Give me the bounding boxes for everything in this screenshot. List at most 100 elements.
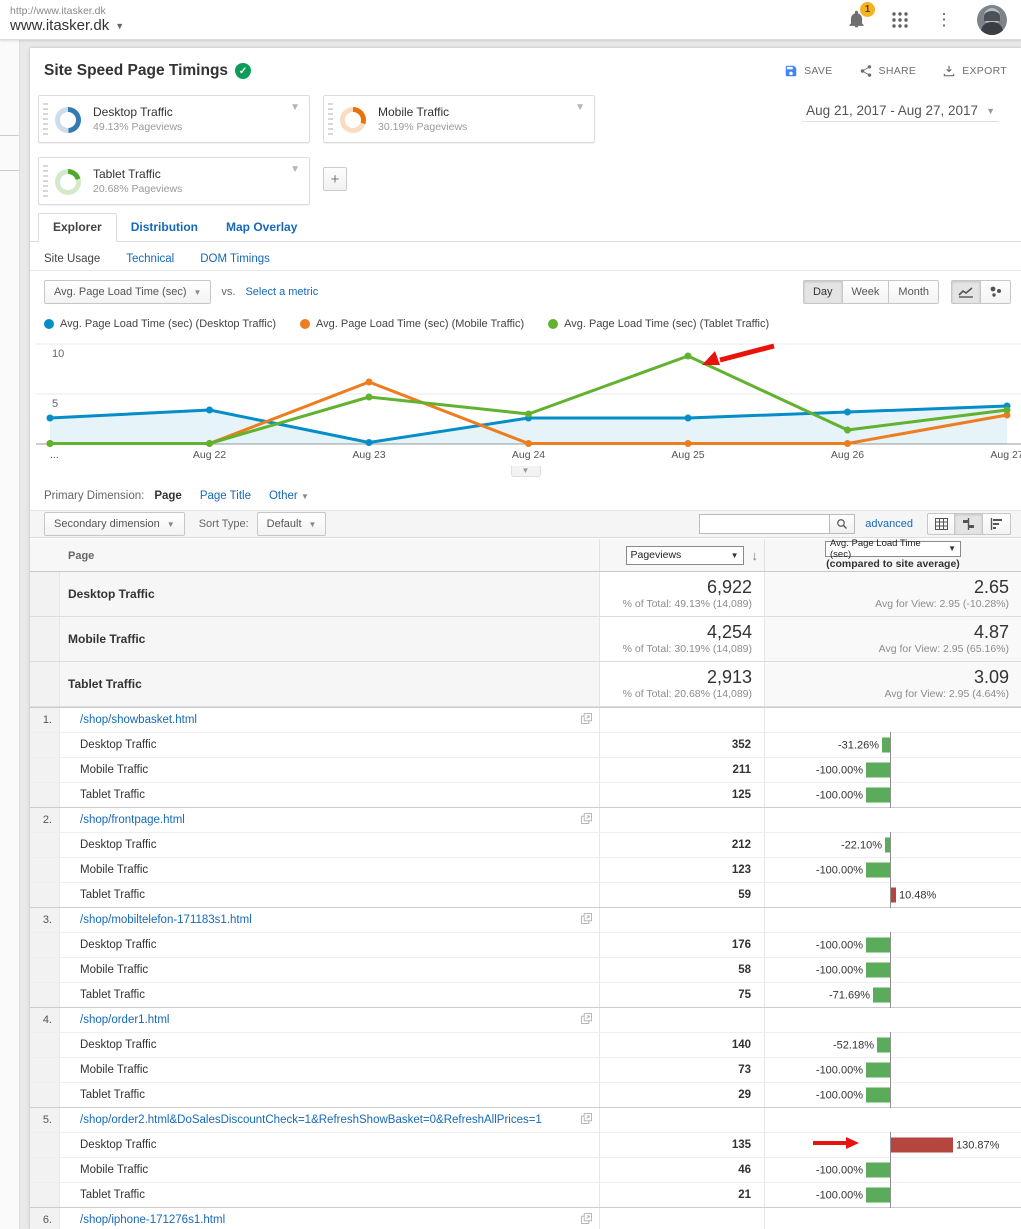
chart-expander-button[interactable]: ▼ bbox=[510, 466, 541, 477]
pageviews-column-dropdown[interactable]: Pageviews ▼ bbox=[625, 545, 744, 565]
open-page-button[interactable] bbox=[581, 713, 592, 727]
pageviews-value: 176 bbox=[600, 933, 765, 957]
bar-axis bbox=[890, 982, 891, 1008]
segment-entry-label: Tablet Traffic bbox=[60, 883, 600, 907]
granularity-month[interactable]: Month bbox=[889, 280, 939, 304]
legend-item-mobile[interactable]: Avg. Page Load Time (sec) (Mobile Traffi… bbox=[300, 318, 524, 330]
chevron-down-icon[interactable]: ▼ bbox=[290, 164, 300, 175]
legend-label: Avg. Page Load Time (sec) (Tablet Traffi… bbox=[564, 318, 770, 330]
segment-card-desktop[interactable]: Desktop Traffic 49.13% Pageviews ▼ bbox=[38, 95, 310, 143]
drag-handle-icon[interactable] bbox=[328, 103, 333, 135]
pageviews-cell-empty bbox=[600, 708, 765, 732]
bar-cell-empty bbox=[765, 908, 1021, 932]
pageviews-value: 135 bbox=[600, 1133, 765, 1157]
chevron-down-icon[interactable]: ▼ bbox=[575, 102, 585, 113]
table-row: 3. /shop/mobiltelefon-171183s1.html bbox=[30, 907, 1021, 932]
table-search-button[interactable] bbox=[829, 514, 856, 534]
delta-bar-group: -100.00% bbox=[816, 937, 890, 953]
delta-bar-cell: -100.00% bbox=[765, 1157, 1021, 1183]
collapsed-sidebar[interactable] bbox=[0, 40, 20, 1229]
metric-dropdown[interactable]: Avg. Page Load Time (sec) ▼ bbox=[44, 280, 212, 304]
tab-map-overlay[interactable]: Map Overlay bbox=[226, 220, 298, 234]
page-link[interactable]: /shop/order2.html&DoSalesDiscountCheck=1… bbox=[80, 1114, 542, 1126]
topbar: http://www.itasker.dk www.itasker.dk ▼ 1… bbox=[0, 0, 1021, 40]
delta-value: 130.87% bbox=[956, 1139, 1000, 1151]
dimension-page-title[interactable]: Page Title bbox=[199, 490, 251, 502]
open-page-button[interactable] bbox=[581, 1113, 592, 1127]
account-selector[interactable]: www.itasker.dk ▼ bbox=[10, 17, 124, 34]
column-header-page[interactable]: Page bbox=[30, 539, 600, 571]
save-button[interactable]: SAVE bbox=[784, 64, 832, 78]
more-menu-button[interactable]: ⋮ bbox=[935, 9, 953, 29]
comparison-view-button[interactable] bbox=[955, 513, 983, 535]
subtab-dom-timings[interactable]: DOM Timings bbox=[200, 252, 270, 265]
table-search-input[interactable] bbox=[699, 514, 830, 534]
metric-column-dropdown[interactable]: Avg. Page Load Time (sec) ▼ bbox=[825, 538, 961, 560]
open-page-button[interactable] bbox=[581, 1013, 592, 1027]
delta-bar bbox=[866, 962, 890, 978]
page-link[interactable]: /shop/order1.html bbox=[80, 1014, 170, 1026]
share-button[interactable]: SHARE bbox=[859, 64, 917, 78]
bar-cell-empty bbox=[765, 1008, 1021, 1032]
delta-bar-cell: -100.00% bbox=[765, 1182, 1021, 1208]
dimension-page[interactable]: Page bbox=[154, 490, 182, 502]
page-link[interactable]: /shop/mobiltelefon-171183s1.html bbox=[80, 914, 252, 926]
summary-metric-avg: Avg for View: 2.95 (-10.28%) bbox=[875, 598, 1009, 610]
delta-bar bbox=[866, 937, 890, 953]
drag-handle-icon[interactable] bbox=[43, 165, 48, 197]
subtab-site-usage[interactable]: Site Usage bbox=[44, 252, 101, 265]
export-button[interactable]: EXPORT bbox=[942, 64, 1007, 78]
page-cell: /shop/iphone-171276s1.html bbox=[60, 1208, 600, 1229]
bar-axis bbox=[890, 1082, 891, 1108]
open-page-button[interactable] bbox=[581, 913, 592, 927]
notifications-button[interactable]: 1 bbox=[845, 1, 875, 31]
date-range-selector[interactable]: Aug 21, 2017 - Aug 27, 2017 ▼ bbox=[802, 103, 999, 122]
apps-grid-button[interactable] bbox=[889, 9, 911, 31]
add-segment-button[interactable]: + bbox=[323, 167, 347, 191]
sort-direction-icon[interactable]: ↓ bbox=[751, 547, 759, 563]
open-page-button[interactable] bbox=[581, 813, 592, 827]
legend-item-tablet[interactable]: Avg. Page Load Time (sec) (Tablet Traffi… bbox=[548, 318, 769, 330]
line-chart-view-button[interactable] bbox=[951, 280, 981, 304]
delta-bar-group: 130.87% bbox=[891, 1137, 1000, 1153]
sort-type-dropdown[interactable]: Default ▼ bbox=[256, 512, 327, 536]
select-metric-link[interactable]: Select a metric bbox=[245, 286, 319, 298]
page-link[interactable]: /shop/iphone-171276s1.html bbox=[80, 1214, 226, 1226]
sort-type-label: Sort Type: bbox=[198, 518, 249, 530]
chevron-down-icon[interactable]: ▼ bbox=[290, 102, 300, 113]
chart-controls: Avg. Page Load Time (sec) ▼ vs. Select a… bbox=[30, 278, 1021, 306]
motion-chart-view-button[interactable] bbox=[981, 280, 1011, 304]
advanced-filter-link[interactable]: advanced bbox=[865, 518, 913, 530]
table-row: 1. /shop/showbasket.html bbox=[30, 707, 1021, 732]
page-link[interactable]: /shop/showbasket.html bbox=[80, 714, 197, 726]
secondary-dimension-button[interactable]: Secondary dimension ▼ bbox=[44, 512, 185, 536]
page-cell: /shop/order1.html bbox=[60, 1008, 600, 1032]
summary-metric: 3.09 bbox=[973, 667, 1009, 687]
segment-card-mobile[interactable]: Mobile Traffic 30.19% Pageviews ▼ bbox=[323, 95, 595, 143]
chevron-down-icon: ▼ bbox=[115, 20, 125, 31]
segment-entry-label: Mobile Traffic bbox=[60, 1158, 600, 1182]
data-table-view-button[interactable] bbox=[927, 513, 955, 535]
avatar[interactable] bbox=[977, 4, 1007, 35]
dimension-other[interactable]: Other ▼ bbox=[269, 490, 309, 502]
performance-view-button[interactable] bbox=[983, 513, 1011, 535]
granularity-week[interactable]: Week bbox=[842, 280, 890, 304]
svg-text:...: ... bbox=[50, 449, 59, 461]
tab-distribution[interactable]: Distribution bbox=[130, 220, 199, 234]
annotation-arrow bbox=[813, 1136, 859, 1154]
page-link[interactable]: /shop/frontpage.html bbox=[80, 814, 185, 826]
open-page-button[interactable] bbox=[581, 1213, 592, 1227]
subtab-technical[interactable]: Technical bbox=[126, 252, 175, 265]
granularity-day[interactable]: Day bbox=[802, 280, 843, 304]
segment-card-tablet[interactable]: Tablet Traffic 20.68% Pageviews ▼ bbox=[38, 157, 310, 205]
row-number bbox=[30, 783, 60, 807]
tab-explorer[interactable]: Explorer bbox=[38, 213, 117, 242]
row-number bbox=[30, 758, 60, 782]
segment-entry-label: Mobile Traffic bbox=[60, 1058, 600, 1082]
segment-donut bbox=[340, 107, 366, 133]
drag-handle-icon[interactable] bbox=[43, 103, 48, 135]
verified-check-icon: ✓ bbox=[235, 63, 252, 79]
pageviews-column-label: Pageviews bbox=[630, 549, 682, 561]
legend-item-desktop[interactable]: Avg. Page Load Time (sec) (Desktop Traff… bbox=[44, 318, 276, 330]
metric-column-subtitle: (compared to site average) bbox=[826, 557, 960, 570]
